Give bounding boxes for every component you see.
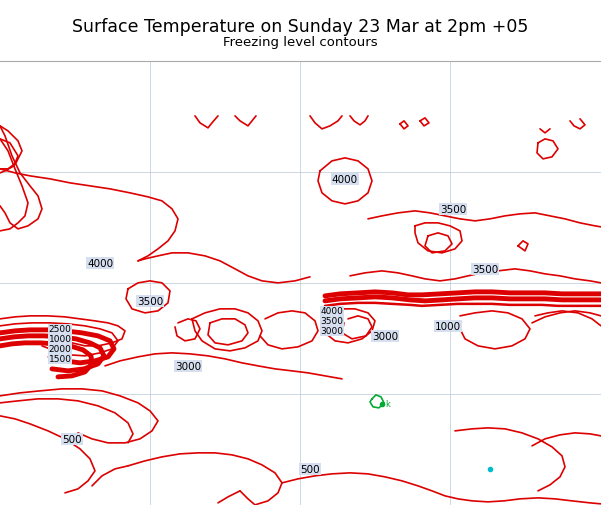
Text: 2000: 2000 [49,345,72,354]
Text: Surface Temperature on Sunday 23 Mar at 2pm +05: Surface Temperature on Sunday 23 Mar at … [72,18,529,36]
Text: 500: 500 [62,434,82,444]
Text: 3500: 3500 [440,205,466,215]
Text: 3000: 3000 [320,327,344,336]
Text: k: k [385,399,390,409]
Text: Freezing level contours: Freezing level contours [223,36,378,49]
Text: 1000: 1000 [435,321,461,331]
Text: 3000: 3000 [372,331,398,341]
Text: 4000: 4000 [87,259,113,268]
Text: 3500: 3500 [320,317,344,326]
Text: 4000: 4000 [320,307,343,316]
Text: 2500: 2500 [49,325,72,334]
Text: 500: 500 [300,464,320,474]
Text: 1500: 1500 [49,355,72,364]
Text: 3500: 3500 [137,296,163,306]
Text: 1000: 1000 [49,335,72,344]
Text: 3500: 3500 [472,264,498,274]
Text: 4000: 4000 [332,175,358,184]
Text: 3000: 3000 [175,361,201,371]
